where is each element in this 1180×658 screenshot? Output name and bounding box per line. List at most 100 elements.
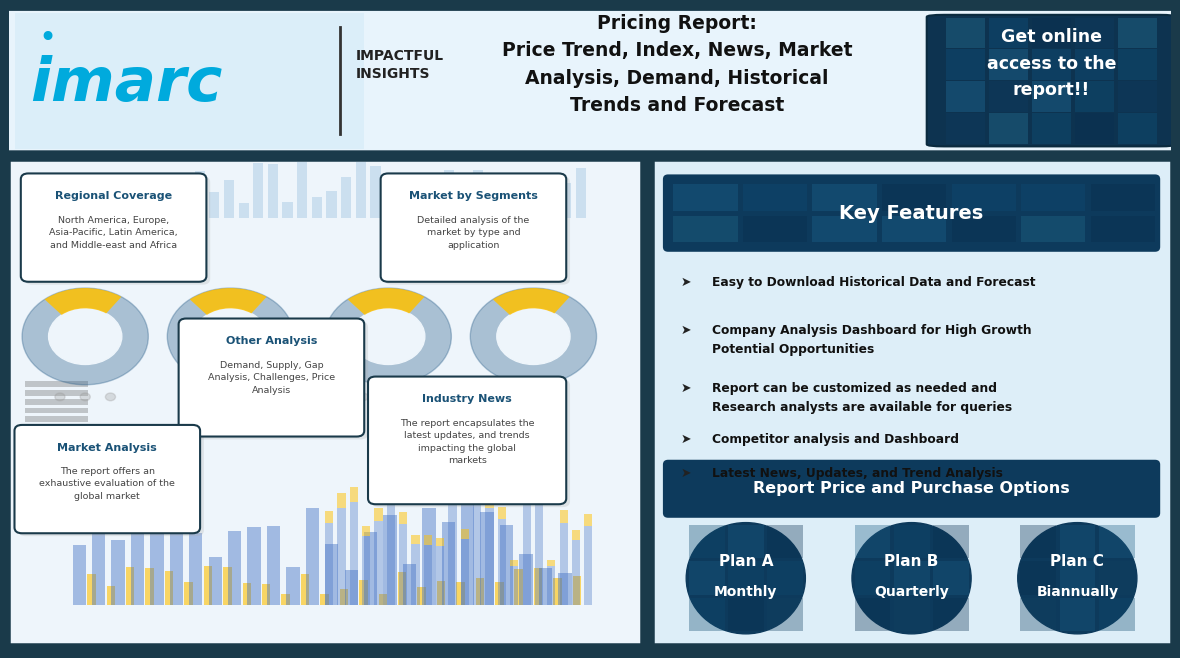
- Bar: [476, 578, 484, 605]
- Bar: [728, 561, 763, 595]
- Bar: [209, 557, 222, 605]
- Bar: [1119, 49, 1156, 80]
- Bar: [312, 197, 322, 218]
- Bar: [418, 587, 426, 605]
- Bar: [510, 566, 518, 605]
- Circle shape: [168, 288, 294, 385]
- FancyBboxPatch shape: [372, 380, 570, 507]
- Bar: [374, 508, 382, 520]
- Bar: [424, 536, 432, 545]
- Bar: [689, 561, 725, 595]
- Bar: [517, 198, 527, 218]
- Text: Key Features: Key Features: [839, 203, 984, 222]
- Bar: [170, 532, 183, 605]
- Bar: [324, 544, 339, 605]
- Circle shape: [250, 393, 261, 401]
- Bar: [1119, 18, 1156, 48]
- Bar: [448, 501, 457, 605]
- Bar: [933, 524, 969, 558]
- Bar: [461, 480, 474, 605]
- Circle shape: [497, 309, 570, 365]
- Bar: [473, 502, 481, 605]
- Bar: [281, 594, 290, 605]
- Bar: [223, 567, 231, 605]
- Bar: [437, 581, 445, 605]
- Bar: [1075, 49, 1114, 80]
- Bar: [268, 164, 278, 218]
- Bar: [519, 553, 532, 605]
- FancyBboxPatch shape: [368, 376, 566, 504]
- Bar: [894, 598, 930, 632]
- Bar: [195, 171, 204, 218]
- Bar: [894, 524, 930, 558]
- Bar: [248, 526, 261, 605]
- Circle shape: [529, 393, 538, 401]
- Bar: [473, 487, 481, 502]
- Bar: [674, 184, 738, 211]
- Bar: [238, 203, 249, 218]
- Bar: [951, 216, 1016, 242]
- Bar: [584, 514, 592, 526]
- Bar: [204, 567, 212, 605]
- Bar: [1099, 561, 1135, 595]
- Bar: [320, 594, 329, 605]
- Text: Quarterly: Quarterly: [874, 585, 949, 599]
- Bar: [282, 202, 293, 218]
- Bar: [400, 181, 409, 218]
- Bar: [25, 390, 88, 396]
- Text: ➤: ➤: [681, 276, 691, 289]
- Bar: [402, 564, 417, 605]
- Circle shape: [324, 288, 451, 385]
- Bar: [496, 582, 504, 605]
- Text: imarc: imarc: [31, 55, 223, 114]
- Bar: [539, 568, 552, 605]
- Bar: [1060, 598, 1095, 632]
- Circle shape: [852, 522, 971, 634]
- Bar: [457, 582, 465, 605]
- Text: Biannually: Biannually: [1036, 585, 1119, 599]
- Text: Report can be customized as needed and
Research analysts are available for queri: Report can be customized as needed and R…: [712, 382, 1012, 414]
- Bar: [1021, 598, 1056, 632]
- Bar: [359, 580, 368, 605]
- Bar: [767, 524, 804, 558]
- Text: Other Analysis: Other Analysis: [225, 336, 317, 346]
- Bar: [399, 524, 407, 605]
- Bar: [854, 561, 891, 595]
- Bar: [951, 184, 1016, 211]
- Bar: [535, 489, 543, 504]
- Bar: [1032, 82, 1070, 112]
- Bar: [34, 203, 111, 207]
- Bar: [946, 82, 985, 112]
- Bar: [254, 163, 263, 218]
- Bar: [485, 494, 493, 508]
- Bar: [355, 163, 366, 218]
- Bar: [989, 113, 1028, 143]
- Bar: [384, 515, 396, 605]
- Bar: [881, 184, 946, 211]
- Bar: [34, 195, 111, 199]
- Bar: [572, 576, 582, 605]
- Bar: [461, 529, 468, 539]
- Circle shape: [48, 309, 122, 365]
- Bar: [184, 582, 192, 605]
- Text: •: •: [39, 24, 57, 53]
- Bar: [371, 166, 380, 218]
- Bar: [25, 407, 88, 413]
- Bar: [500, 524, 513, 605]
- Bar: [1075, 82, 1114, 112]
- Text: Plan C: Plan C: [1050, 554, 1104, 569]
- Bar: [548, 566, 556, 605]
- Bar: [1090, 216, 1155, 242]
- Bar: [1021, 524, 1056, 558]
- Bar: [728, 524, 763, 558]
- Bar: [297, 162, 307, 218]
- Bar: [532, 190, 542, 218]
- Bar: [503, 197, 512, 218]
- Bar: [399, 512, 407, 524]
- Bar: [535, 504, 543, 605]
- Bar: [145, 568, 153, 605]
- Bar: [485, 508, 493, 605]
- Bar: [576, 168, 585, 218]
- Bar: [1119, 113, 1156, 143]
- Bar: [933, 598, 969, 632]
